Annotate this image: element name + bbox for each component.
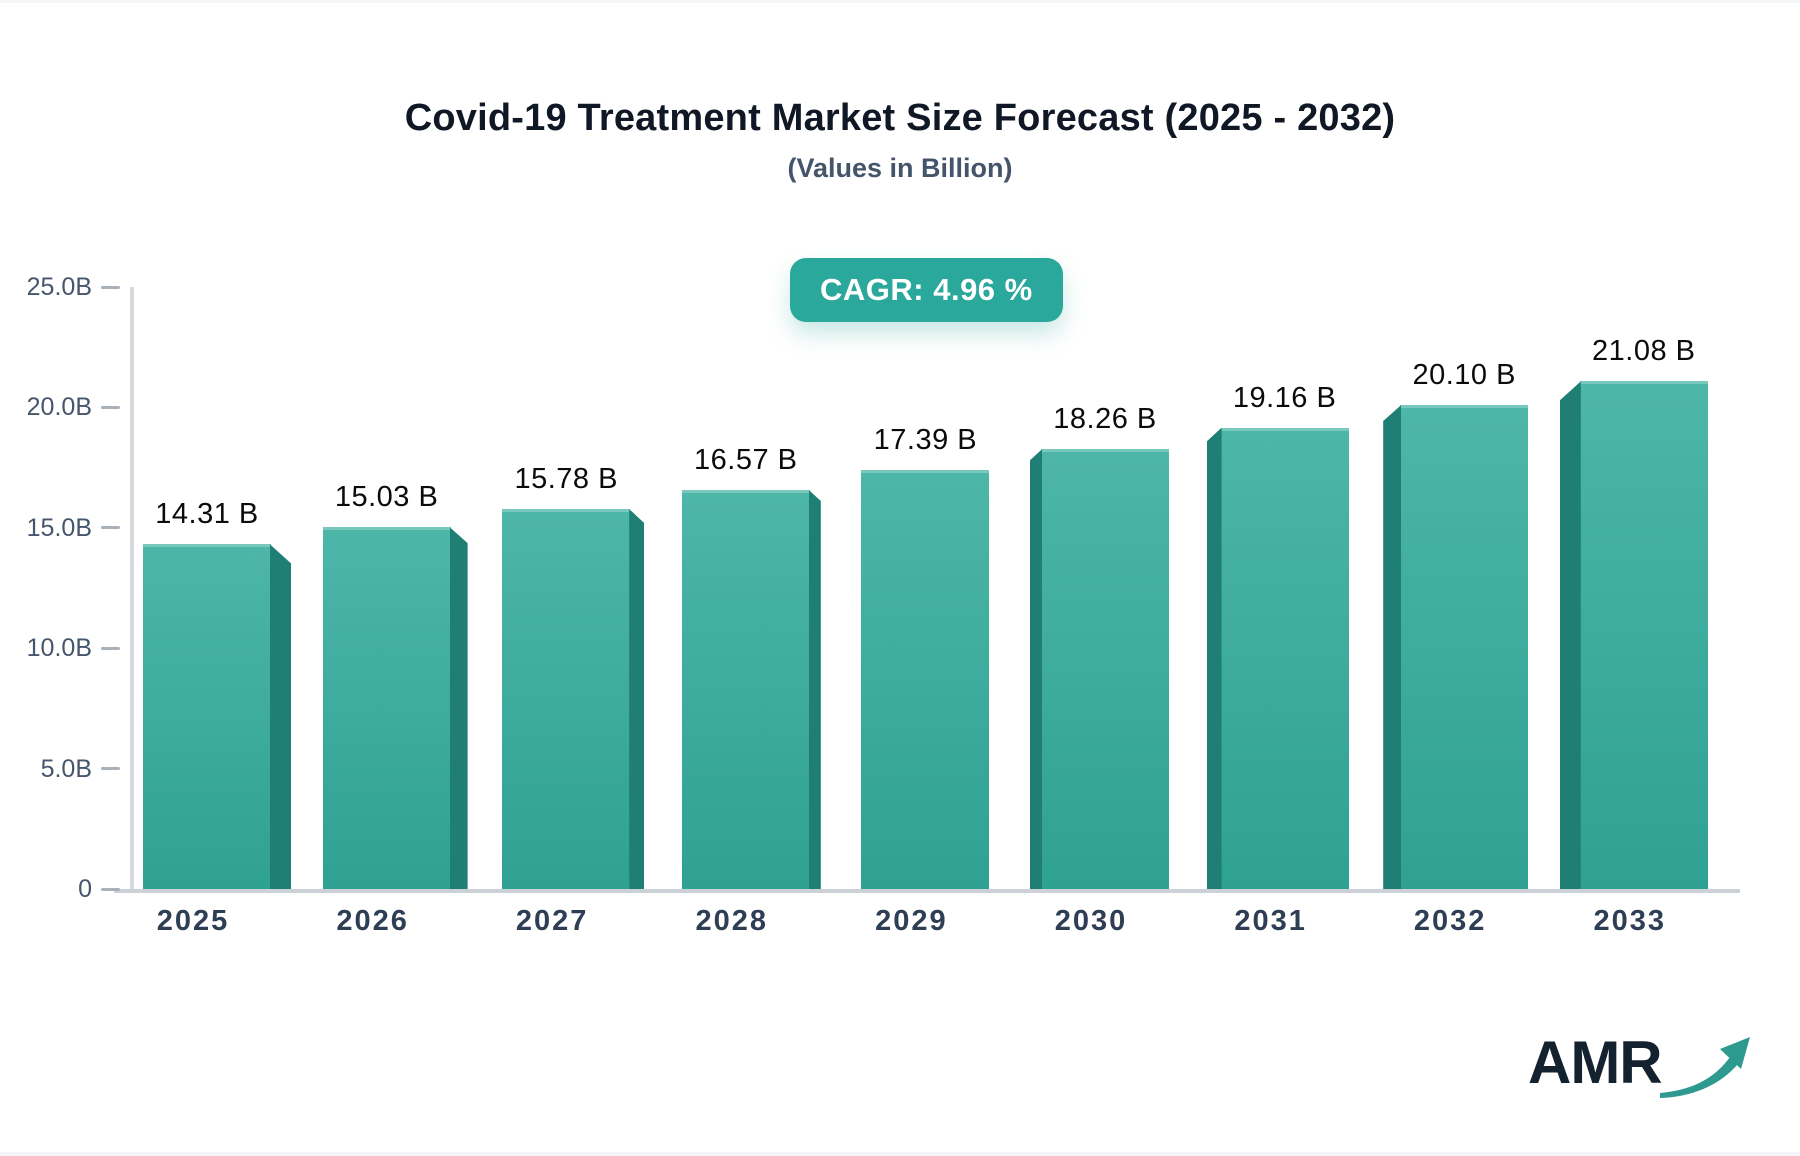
x-axis-label-2026: 2026	[336, 905, 409, 937]
bar-value-label-2033: 21.08 B	[1592, 335, 1696, 368]
brand-logo: AMR	[1528, 1033, 1750, 1104]
bar-3d-side-2030	[1030, 449, 1042, 889]
brand-logo-text: AMR	[1528, 1029, 1663, 1096]
y-axis-tick	[101, 646, 120, 650]
y-axis-tick-label: 5.0B	[40, 754, 92, 783]
x-axis-label-2029: 2029	[875, 905, 948, 937]
bar-2028	[681, 489, 810, 889]
bar-2026	[322, 527, 451, 889]
bar-value-label-2026: 15.03 B	[334, 481, 439, 514]
chart-title: Covid-19 Treatment Market Size Forecast …	[404, 97, 1396, 139]
y-axis-tick	[101, 285, 120, 289]
x-axis-baseline	[114, 889, 1740, 893]
bar-2032	[1400, 404, 1529, 889]
growth-arrow-icon	[1658, 1035, 1750, 1104]
y-axis-tick-label: 25.0B	[26, 273, 92, 301]
bar-3d-side-2026	[449, 527, 468, 889]
bar-3d-side-2033	[1559, 381, 1581, 889]
bar-value-label-2027: 15.78 B	[514, 463, 618, 496]
y-axis-tick-label: 0	[78, 875, 92, 903]
x-axis-label-2030: 2030	[1054, 905, 1128, 937]
bar-2030	[1041, 449, 1169, 889]
chart-subtitle: (Values in Billion)	[787, 153, 1013, 183]
cagr-badge: CAGR: 4.96 %	[790, 258, 1063, 322]
x-axis-label-2028: 2028	[695, 905, 769, 937]
y-axis-tick	[101, 887, 120, 891]
y-axis-tick-label: 15.0B	[26, 513, 92, 542]
bar-value-label-2030: 18.26 B	[1053, 403, 1157, 436]
bar-2027	[502, 509, 631, 889]
bar-value-label-2031: 19.16 B	[1232, 381, 1337, 414]
bar-value-label-2032: 20.10 B	[1412, 358, 1516, 391]
bar-value-label-2025: 14.31 B	[155, 498, 259, 531]
x-axis-label-2033: 2033	[1593, 905, 1667, 937]
bar-2025	[143, 544, 271, 889]
y-axis-line	[130, 287, 134, 891]
y-axis-tick	[101, 405, 120, 409]
bar-2031	[1220, 427, 1349, 889]
x-axis-label-2025: 2025	[156, 905, 230, 937]
y-axis-tick	[101, 767, 120, 771]
y-axis-tick-label: 20.0B	[26, 393, 92, 422]
x-axis-label-2032: 2032	[1413, 905, 1487, 937]
bar-3d-side-2027	[629, 509, 645, 889]
bar-3d-side-2025	[270, 544, 291, 889]
y-axis-tick-label: 10.0B	[26, 634, 92, 663]
x-axis-label-2031: 2031	[1234, 905, 1307, 937]
x-axis-label-2027: 2027	[515, 905, 589, 937]
bar-value-label-2029: 17.39 B	[873, 424, 978, 457]
bar-3d-side-2031	[1206, 427, 1222, 889]
bar-value-label-2028: 16.57 B	[694, 443, 798, 476]
bar-3d-side-2032	[1383, 404, 1402, 889]
bar-2033	[1579, 381, 1708, 889]
bar-3d-side-2028	[808, 489, 821, 889]
bar-2029	[861, 470, 990, 889]
y-axis-tick	[101, 526, 120, 530]
